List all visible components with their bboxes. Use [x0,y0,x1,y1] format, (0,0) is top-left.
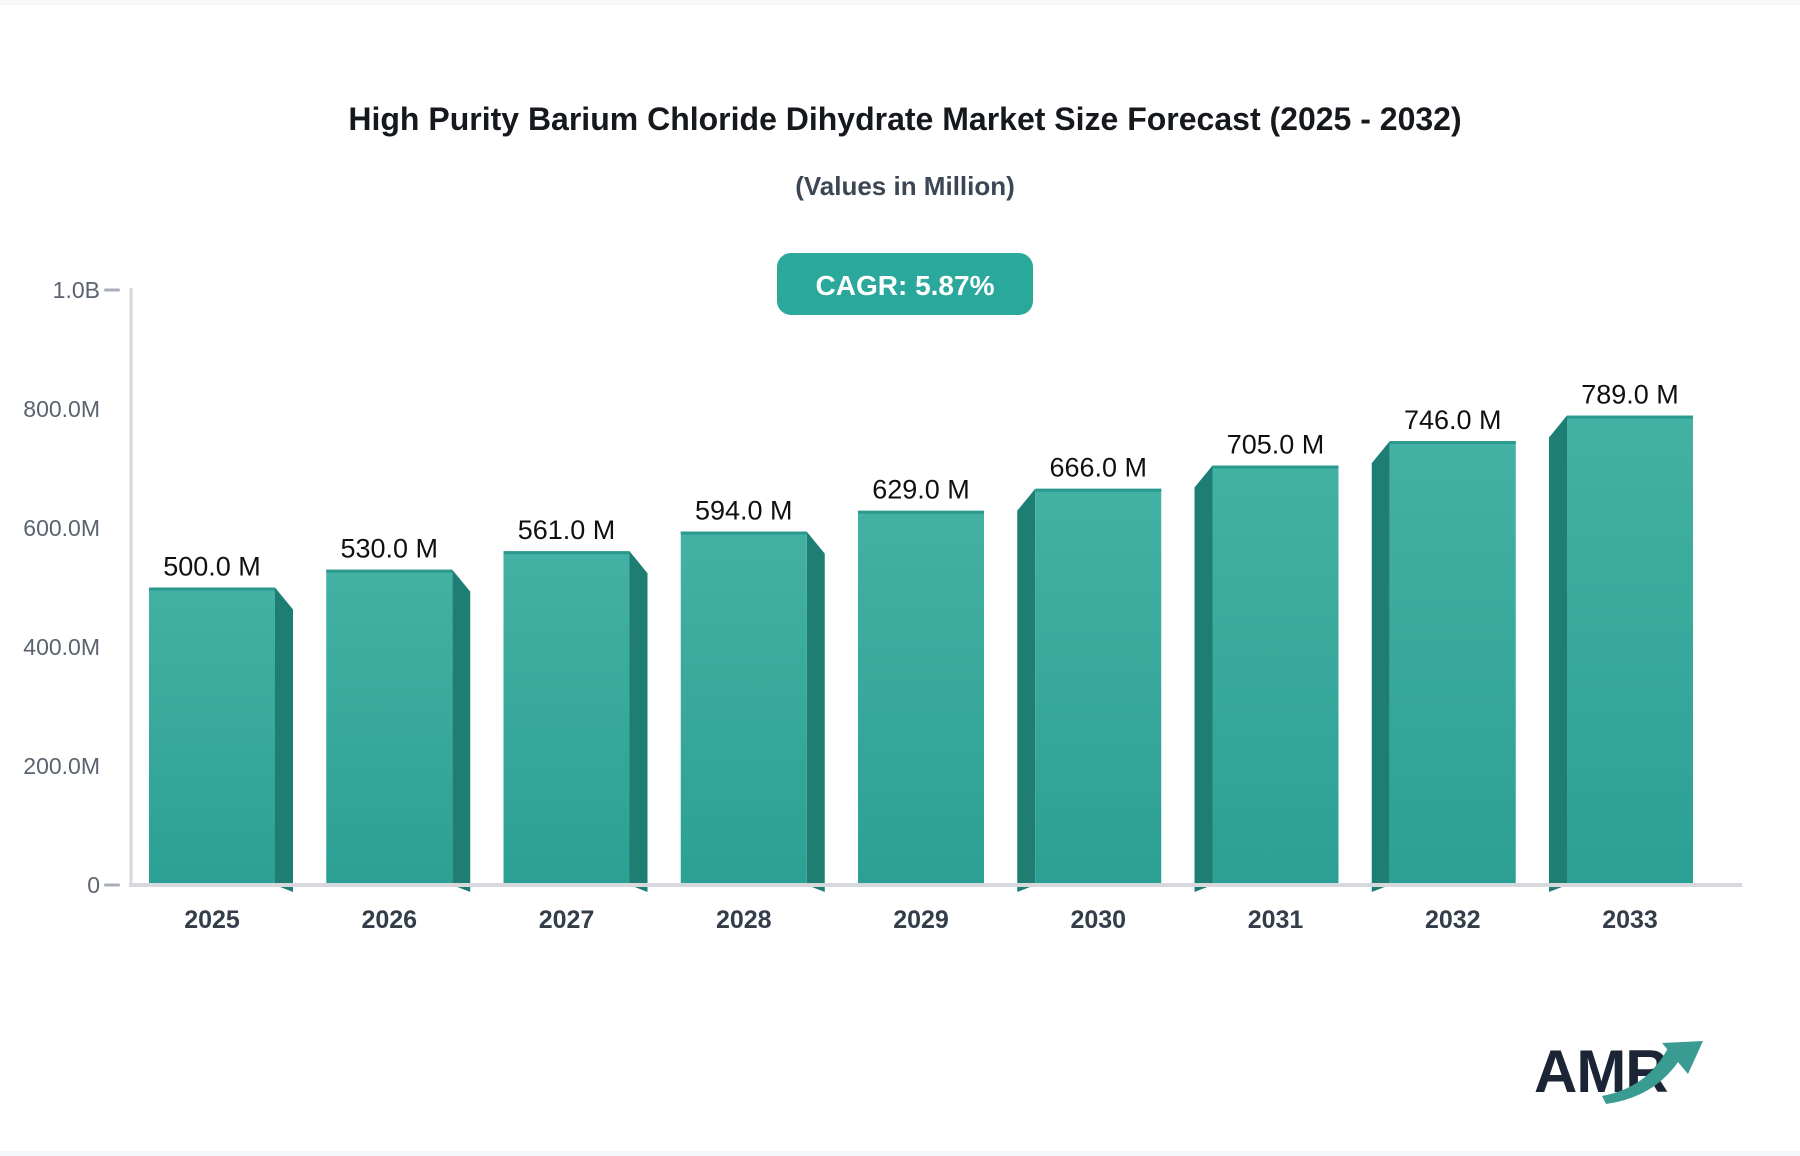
plot-area: 1.0B 800.0M 600.0M 400.0M 200.0M 0 500.0 M 2025… [23,277,1742,934]
amr-logo-text: AMR [1534,1038,1668,1105]
chart-subtitle: (Values in Million) [795,171,1015,201]
bar-top-edge-2028 [680,531,807,535]
bar-top-edge-2026 [326,569,453,573]
bar-side-face-2033 [1549,415,1567,892]
bar-2030 [1035,488,1162,885]
bar-2031 [1212,465,1339,885]
bar-top-edge-2027 [503,551,630,555]
bar-value-label-2028: 594.0 M [695,496,793,526]
bar-2026 [326,569,453,885]
x-axis-label-2033: 2033 [1602,906,1658,934]
bar-top-edge-2030 [1035,488,1162,492]
x-axis-label-2028: 2028 [716,906,772,934]
cagr-badge-label: CAGR: 5.87% [816,270,995,301]
bar-side-face-2025 [275,587,293,892]
cagr-badge: CAGR: 5.87% [777,253,1033,315]
y-tick-label: 400.0M [23,634,100,660]
bar-top-edge-2033 [1567,415,1693,419]
y-tick-label: 0 [87,872,100,898]
x-axis-label-2029: 2029 [893,906,949,934]
x-axis-label-2027: 2027 [539,906,595,934]
x-axis-label-2026: 2026 [361,906,417,934]
bar-side-face-2032 [1371,441,1390,892]
bar-side-face-2027 [629,551,648,892]
y-tick-label: 800.0M [23,396,100,422]
y-tick-dash [104,883,120,887]
bar-top-edge-2029 [858,510,984,514]
y-tick-dash [104,288,120,292]
y-tick-label: 1.0B [53,277,100,303]
y-tick-label: 600.0M [23,515,100,541]
x-axis-line [129,883,1742,887]
x-axis-label-2031: 2031 [1248,906,1304,934]
amr-logo: AMR [1534,1038,1703,1105]
chart-title: High Purity Barium Chloride Dihydrate Ma… [348,101,1461,137]
bar-2027 [503,551,630,885]
bar-2025 [149,587,275,885]
bar-side-face-2031 [1194,465,1213,892]
bar-side-face-2026 [452,569,471,892]
bar-value-label-2026: 530.0 M [340,534,438,564]
amr-logo-arrow-icon [1602,1041,1703,1104]
bar-top-edge-2032 [1389,441,1516,445]
x-axis-label-2032: 2032 [1425,906,1481,934]
bar-top-edge-2031 [1212,465,1339,469]
bar-side-face-2028 [806,531,825,892]
bar-value-label-2031: 705.0 M [1227,430,1325,460]
bar-value-label-2027: 561.0 M [518,515,616,545]
bar-2029 [858,510,984,885]
bar-value-label-2029: 629.0 M [872,475,970,505]
bar-side-face-2030 [1017,488,1036,892]
top-edge-strip [0,0,1800,5]
bottom-edge-strip [0,1151,1800,1156]
y-axis-line [129,288,133,887]
cagr-badge-background [777,253,1033,315]
y-tick-label: 200.0M [23,753,100,779]
bar-value-label-2032: 746.0 M [1404,405,1502,435]
bar-top-edge-2025 [149,587,275,591]
bar-2033 [1567,415,1693,885]
bar-value-label-2030: 666.0 M [1049,453,1147,483]
bar-value-label-2033: 789.0 M [1581,380,1679,410]
bar-2028 [680,531,807,885]
bar-2032 [1389,441,1516,885]
x-axis-label-2025: 2025 [184,906,240,934]
bar-value-label-2025: 500.0 M [163,552,261,582]
x-axis-label-2030: 2030 [1070,906,1126,934]
